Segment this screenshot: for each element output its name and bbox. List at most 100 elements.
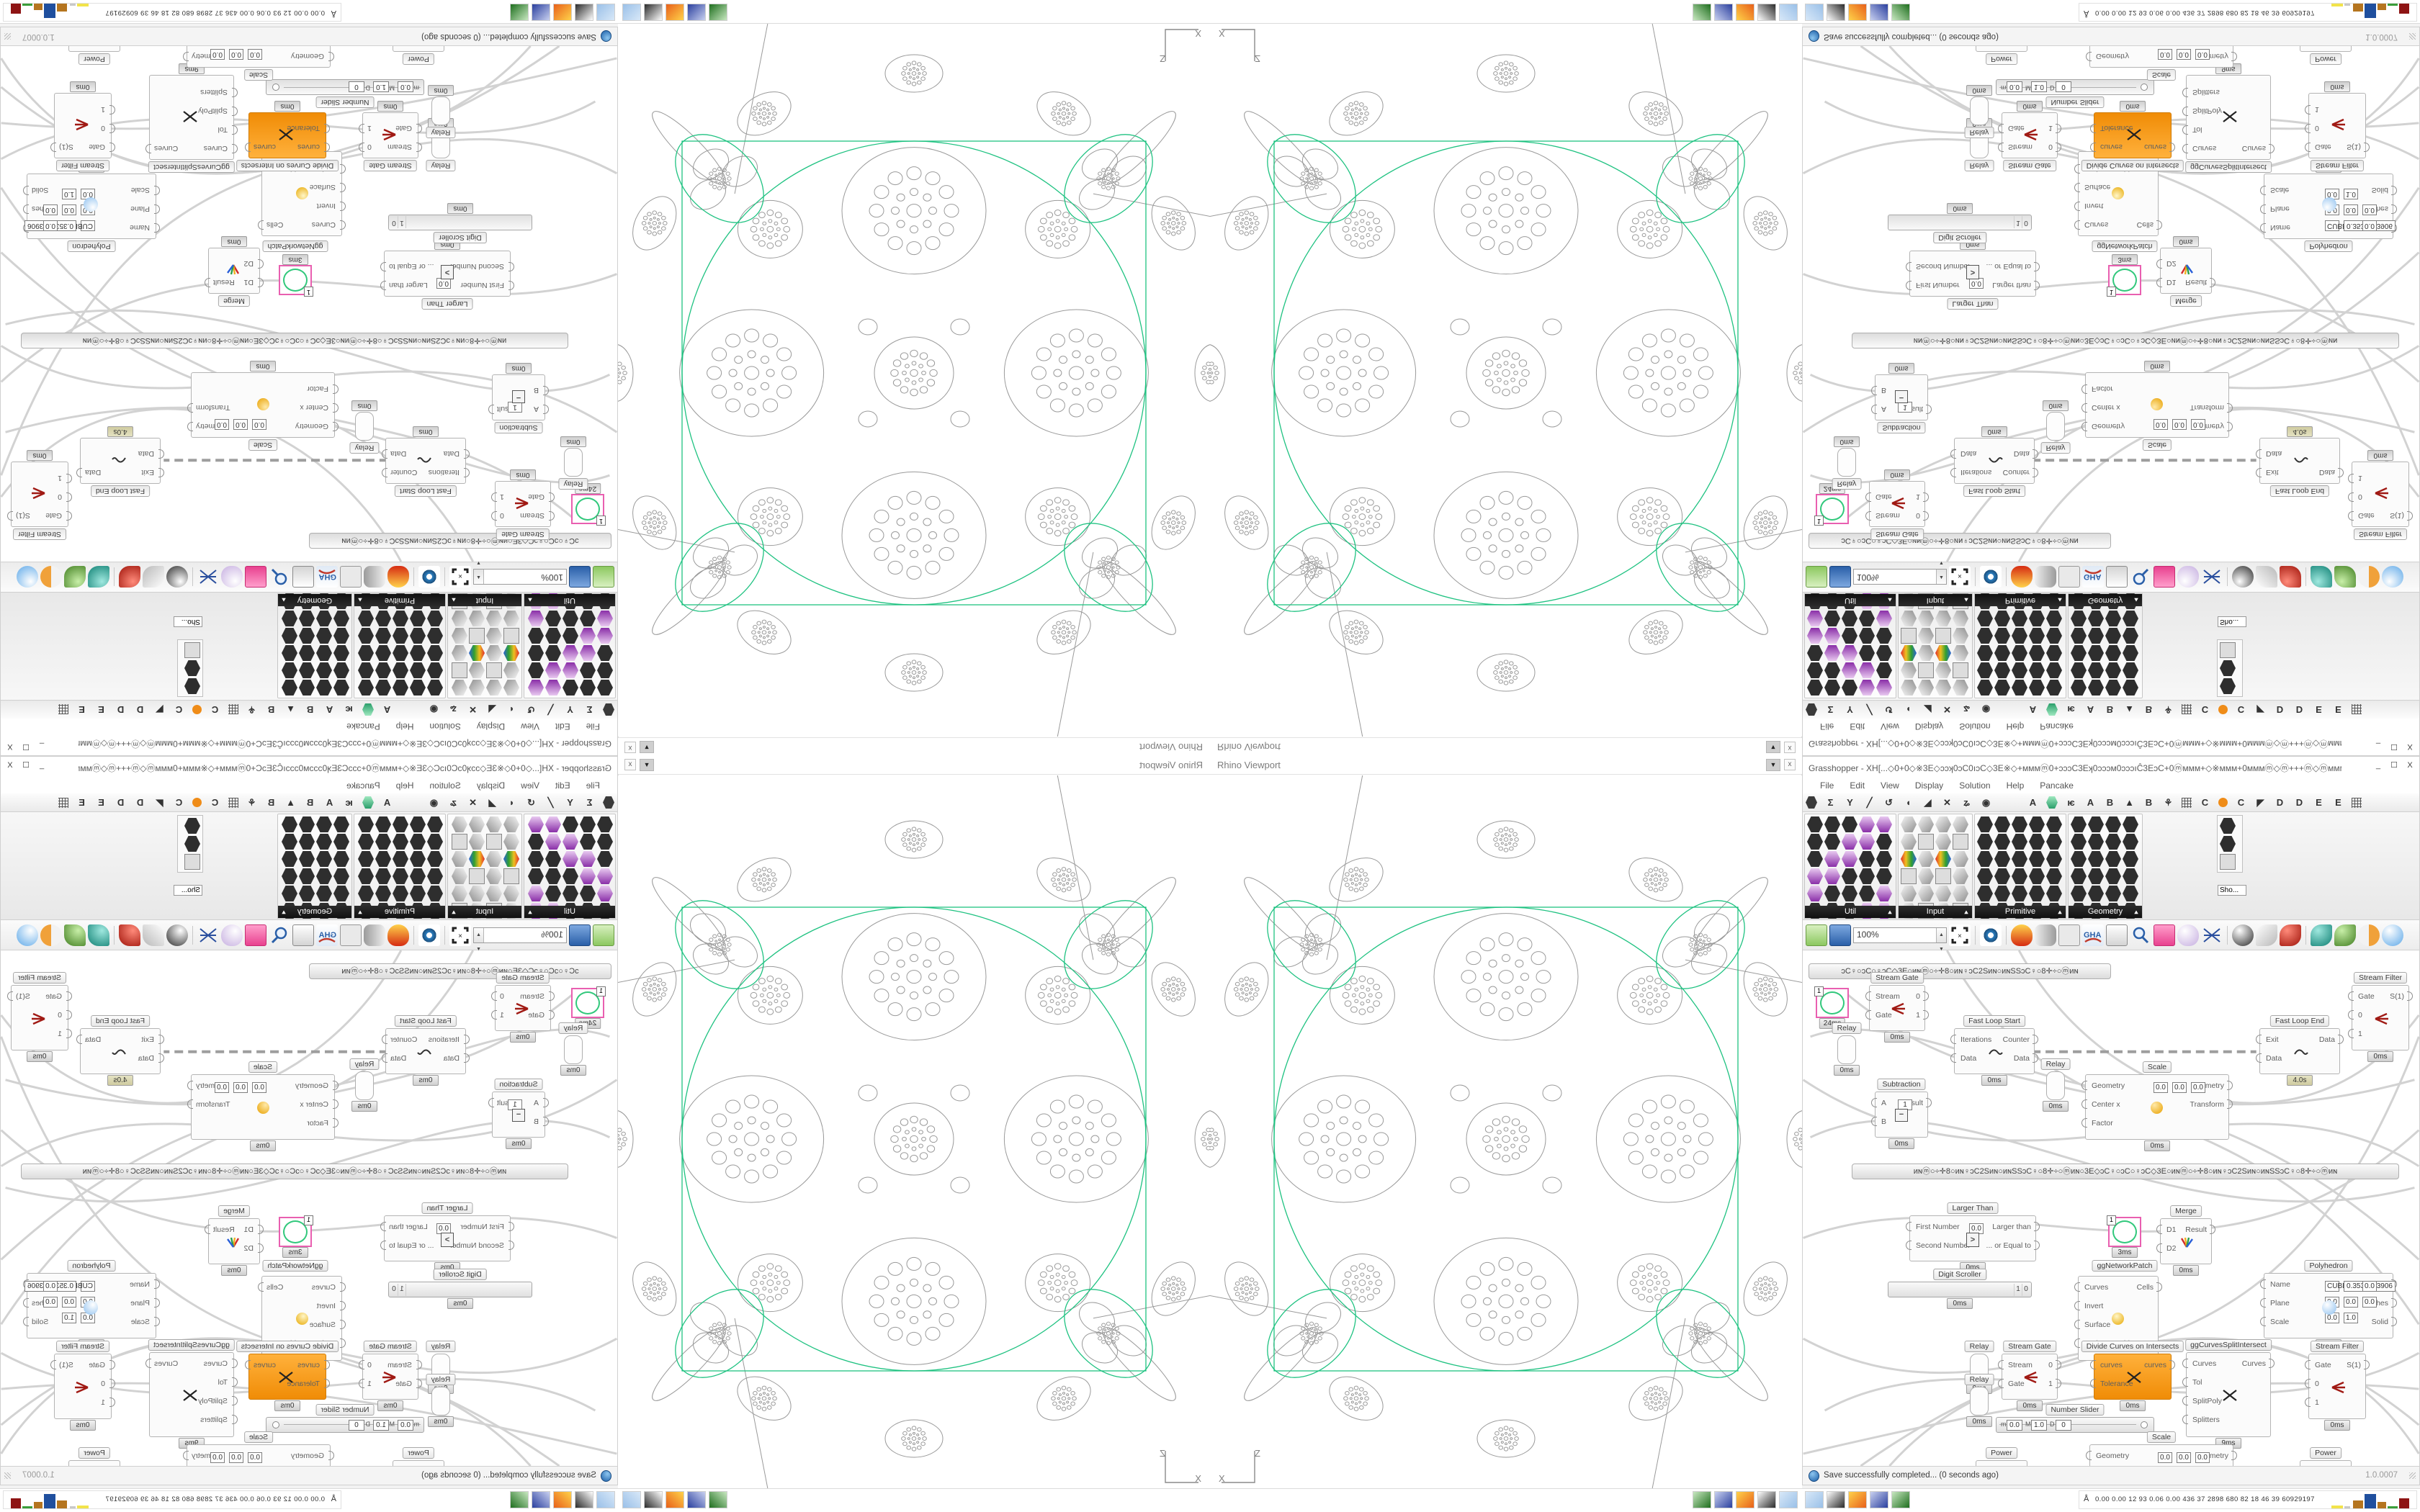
palette-icon[interactable] [2123,816,2138,832]
menu-item-help[interactable]: Help [2006,721,2025,732]
slider-field-D[interactable]: 0 [349,81,364,92]
input-pin[interactable] [2074,1301,2080,1310]
palette-icon[interactable] [1994,886,2010,901]
palette-icon[interactable] [1953,628,1968,644]
palette-icon[interactable] [2105,645,2121,661]
palette-icon[interactable] [282,680,297,696]
tab-display[interactable]: ◉ [1981,704,1991,716]
palette-icon[interactable] [2012,834,2027,850]
tab-addon-b1[interactable]: B [306,704,314,715]
at-icon[interactable] [340,566,362,588]
palette-icon[interactable] [563,868,578,884]
value-field-z_x[interactable]: 0.0 [43,1297,58,1308]
input-pin[interactable] [2182,1396,2188,1405]
menu-item-edit[interactable]: Edit [1850,780,1865,791]
gh-node-relay1[interactable]: Relay 0ms [558,1022,588,1076]
palette-icon[interactable] [563,611,578,626]
palette-icon[interactable] [2029,868,2045,884]
gh-node-dividecurves[interactable]: Divide Curves on Intersects 0ms curves Tole… [2081,101,2184,171]
palette-float-popup[interactable]: Sho... [174,815,203,896]
palette-icon[interactable] [333,886,349,901]
rhino-icon[interactable] [1757,4,1776,21]
value-field-o_z[interactable]: 0.0 [62,204,76,215]
value-field-y[interactable]: 0.0 [2177,49,2191,60]
output-pin[interactable] [2364,1360,2370,1369]
palette-icon[interactable] [1842,886,1857,901]
output-pin[interactable] [50,1360,56,1369]
floppy-blue-icon[interactable] [1870,4,1888,21]
palette-icon[interactable] [2029,628,2045,644]
palette-expand-icon[interactable]: ⯅ [281,595,287,603]
value-field-z[interactable]: 0.0 [210,49,225,60]
palette-icon[interactable] [486,816,502,832]
output-pin[interactable] [359,1379,364,1388]
lens-icon[interactable] [143,924,164,946]
palette-icon[interactable] [2123,851,2138,867]
palette-icon[interactable] [2123,628,2138,644]
palette-icon[interactable] [410,628,426,644]
slider-field-D[interactable]: 0 [349,1420,364,1431]
palette-icon[interactable] [1918,816,1934,832]
palette-icon[interactable] [1901,645,1917,661]
viewport-scroll-down-button[interactable]: ▼ [1766,741,1780,753]
input-pin[interactable] [2074,183,2080,192]
palette-icon[interactable] [2071,645,2087,661]
search-icon[interactable] [269,567,290,588]
tab-addon-mount[interactable]: ▲ [286,797,295,808]
gift-icon[interactable] [245,566,266,588]
palette-icon[interactable] [469,886,485,901]
lens-icon[interactable] [2256,566,2277,588]
output-pin[interactable] [7,511,13,521]
flame-icon[interactable] [387,566,409,588]
palette-icon[interactable] [563,645,578,661]
palette-icon[interactable] [1859,834,1875,850]
input-pin[interactable] [2182,144,2188,153]
new-document-icon[interactable] [1806,566,1827,588]
value-field-name[interactable]: CUBE [73,1281,95,1292]
palette-icon[interactable] [316,680,332,696]
tab-addon-dot[interactable] [192,705,202,714]
palette-icon[interactable] [2088,834,2104,850]
rhino-icon[interactable] [1757,1491,1776,1508]
maximize-icon[interactable]: ☐ [22,761,30,770]
tab-addon-bird[interactable]: ◤ [2257,704,2264,716]
menu-item-solution[interactable]: Solution [429,721,461,732]
slider-field-m[interactable]: 0.0 [398,1420,413,1431]
gift-icon[interactable] [2154,566,2175,588]
show-icon-b[interactable] [2220,660,2236,676]
input-pin[interactable] [2156,278,2162,287]
palette-icon[interactable] [580,834,596,850]
document-icon[interactable] [2106,924,2128,946]
palette-icon[interactable] [1935,816,1951,832]
palette-icon[interactable] [316,645,332,661]
palette-icon[interactable] [580,816,596,832]
tab-sets[interactable]: Y [567,797,573,808]
zoom-extents-icon[interactable]: × [449,566,471,588]
output-pin[interactable] [183,1451,189,1460]
output-pin[interactable] [382,449,387,459]
input-pin[interactable] [2182,88,2188,97]
palette-icon[interactable] [358,611,374,626]
palette-icon[interactable] [563,680,578,696]
input-pin[interactable] [2156,1243,2162,1253]
tab-curve[interactable]: ↺ [527,796,535,808]
palette-icon[interactable] [316,851,332,867]
tab-vector[interactable]: ╱ [547,796,554,808]
resize-grip[interactable] [2409,1472,2416,1479]
red-gem-icon[interactable] [2280,566,2301,588]
palette-icon[interactable] [393,886,408,901]
zoom-spinner-icon[interactable]: ▲ ▼ [1936,561,1946,585]
value-field-z_x[interactable]: 0.0 [43,204,58,215]
gh-node-dividecurves[interactable]: Divide Curves on Intersects 0ms curves Tole… [236,1341,339,1411]
output-pin[interactable] [382,468,387,477]
minimize-icon[interactable]: _ [39,761,45,770]
palette-icon[interactable] [1935,851,1951,867]
output-pin[interactable] [7,991,13,1001]
tab-addon-a1[interactable]: A [383,704,391,715]
gh-node-ggcurvessplit[interactable]: ggCurvesSplitIntersect 9ms Curves Tol SplitP… [2182,1339,2275,1449]
output-pin[interactable] [380,262,386,271]
input-pin[interactable] [1906,1222,1912,1231]
palette-icon[interactable] [1977,662,1993,678]
